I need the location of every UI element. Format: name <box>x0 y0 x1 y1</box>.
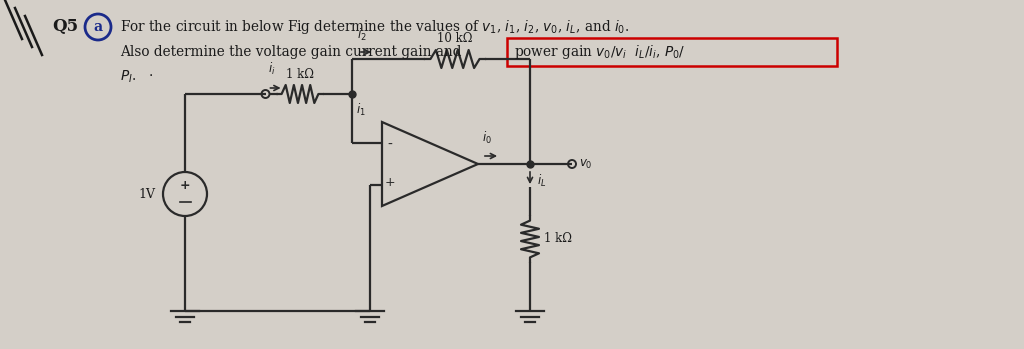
Text: $P_I$.   $\cdot$: $P_I$. $\cdot$ <box>120 69 154 85</box>
Text: 1 kΩ: 1 kΩ <box>286 68 314 81</box>
Text: For the circuit in below Fig determine the values of $v_1$, $i_1$, $i_2$, $v_0$,: For the circuit in below Fig determine t… <box>120 18 630 36</box>
Text: a: a <box>93 20 102 34</box>
Text: -: - <box>387 138 392 152</box>
Text: 10 kΩ: 10 kΩ <box>437 32 473 45</box>
Text: 1 kΩ: 1 kΩ <box>544 232 572 245</box>
Text: Also determine the voltage gain current gain and: Also determine the voltage gain current … <box>120 45 462 59</box>
Text: +: + <box>385 176 395 190</box>
Text: Q5: Q5 <box>52 18 78 36</box>
Text: $v_0$: $v_0$ <box>579 157 593 171</box>
Text: $i_2$: $i_2$ <box>357 27 367 43</box>
Text: $i_0$: $i_0$ <box>482 130 492 146</box>
Text: +: + <box>179 179 190 192</box>
Text: $i_L$: $i_L$ <box>537 173 547 189</box>
Text: 1V: 1V <box>138 187 155 200</box>
Text: $i_1$: $i_1$ <box>356 102 366 118</box>
Text: power gain $v_0/v_i$  $i_L/i_i$, $P_0/$: power gain $v_0/v_i$ $i_L/i_i$, $P_0/$ <box>514 43 685 61</box>
Text: $i_i$: $i_i$ <box>267 61 275 77</box>
